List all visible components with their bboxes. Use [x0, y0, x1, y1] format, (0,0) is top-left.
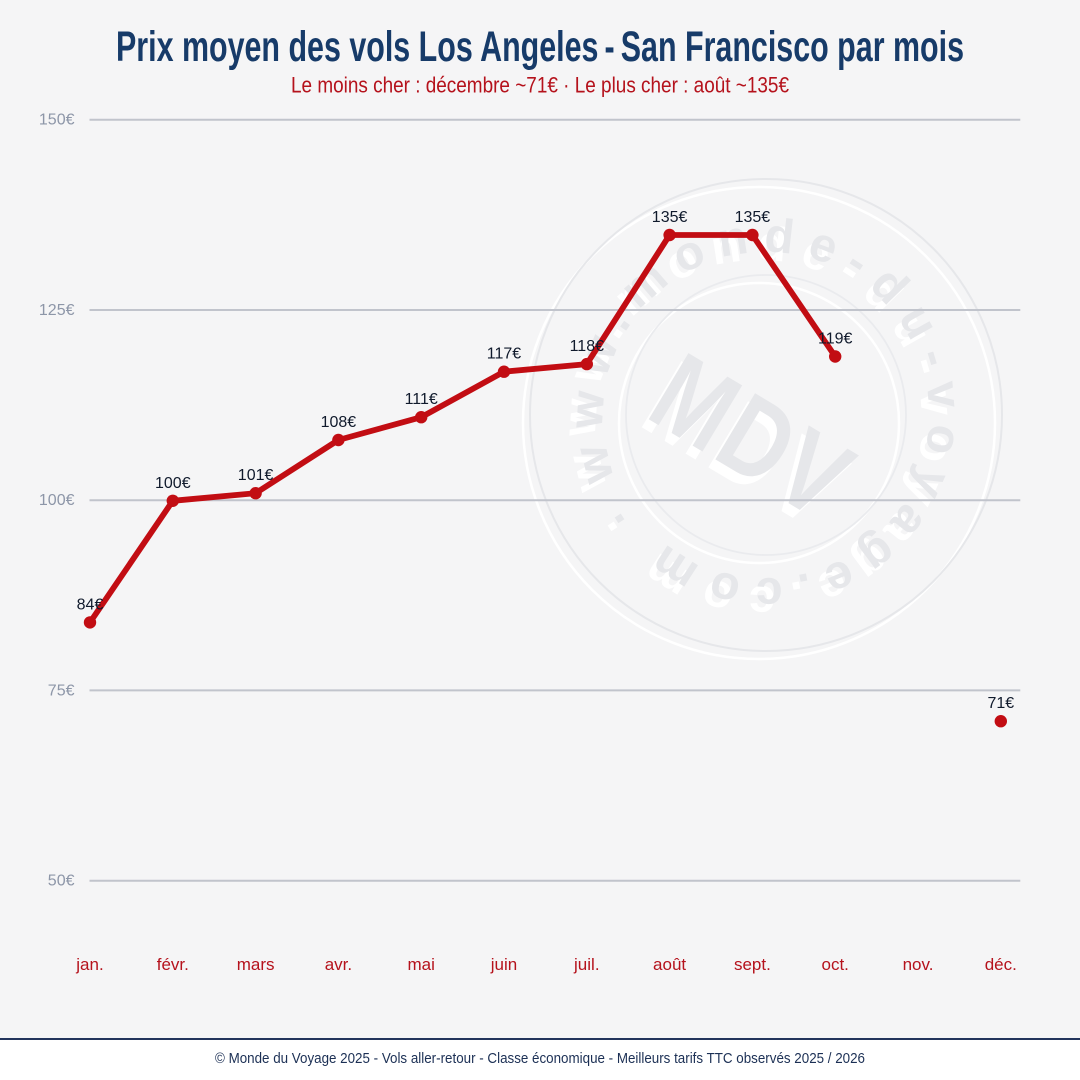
svg-text:108€: 108€ — [321, 414, 357, 431]
svg-text:100€: 100€ — [39, 492, 75, 509]
svg-text:© Monde du Voyage 2025 - Vols: © Monde du Voyage 2025 - Vols aller-reto… — [215, 1051, 865, 1067]
svg-text:111€: 111€ — [405, 391, 438, 408]
svg-text:100€: 100€ — [155, 475, 191, 492]
svg-text:117€: 117€ — [487, 346, 522, 363]
svg-text:75€: 75€ — [48, 682, 75, 699]
svg-text:jan.: jan. — [75, 955, 103, 974]
svg-text:50€: 50€ — [48, 873, 75, 890]
svg-text:août: août — [653, 955, 686, 974]
svg-text:71€: 71€ — [987, 695, 1014, 712]
svg-text:118€: 118€ — [570, 338, 605, 355]
svg-text:nov.: nov. — [903, 955, 934, 974]
svg-text:févr.: févr. — [157, 955, 189, 974]
svg-text:135€: 135€ — [652, 209, 688, 226]
svg-text:Le moins cher : décembre ~71€: Le moins cher : décembre ~71€ · Le plus … — [291, 73, 789, 98]
svg-text:125€: 125€ — [39, 302, 75, 319]
svg-text:Prix moyen des vols Los Angele: Prix moyen des vols Los Angeles - San Fr… — [116, 23, 964, 71]
svg-text:mai: mai — [407, 955, 434, 974]
svg-text:déc.: déc. — [985, 955, 1017, 974]
svg-text:119€: 119€ — [818, 331, 853, 348]
svg-text:sept.: sept. — [734, 955, 771, 974]
svg-text:juil.: juil. — [573, 955, 600, 974]
svg-text:84€: 84€ — [77, 596, 104, 613]
svg-text:avr.: avr. — [325, 955, 352, 974]
svg-text:mars: mars — [237, 955, 275, 974]
svg-text:101€: 101€ — [238, 467, 274, 484]
svg-text:oct.: oct. — [821, 955, 848, 974]
svg-text:juin: juin — [490, 955, 517, 974]
svg-text:135€: 135€ — [735, 209, 771, 226]
svg-text:150€: 150€ — [39, 112, 75, 129]
